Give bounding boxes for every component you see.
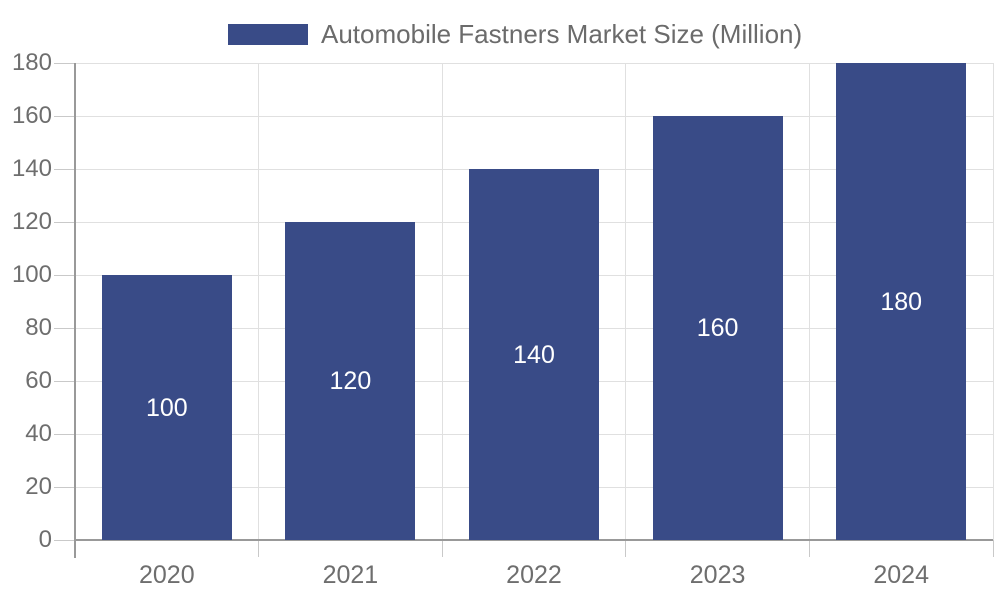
y-axis-tick-label: 120 bbox=[11, 208, 52, 235]
bar-value-label: 100 bbox=[145, 393, 188, 422]
y-axis-tick bbox=[54, 168, 75, 170]
x-axis-tick bbox=[258, 540, 260, 557]
bar-2023[interactable] bbox=[652, 116, 783, 540]
y-axis-tick-label: 160 bbox=[11, 102, 52, 129]
bar-2021[interactable] bbox=[285, 222, 416, 540]
x-axis-tick bbox=[625, 540, 627, 557]
x-axis-tick bbox=[808, 540, 810, 557]
y-axis-tick bbox=[54, 486, 75, 488]
x-axis-tick-label: 2021 bbox=[322, 561, 379, 589]
y-axis-tick-label: 80 bbox=[25, 314, 52, 341]
y-axis-tick-label: 0 bbox=[38, 526, 52, 553]
bar-value-label: 140 bbox=[513, 340, 555, 369]
bar-2022[interactable] bbox=[469, 169, 599, 540]
legend-swatch bbox=[228, 24, 308, 45]
bar-value-label: 180 bbox=[880, 287, 923, 316]
chart-legend[interactable]: Automobile Fastners Market Size (Million… bbox=[228, 19, 802, 50]
y-axis-tick bbox=[54, 433, 75, 435]
gridline-vertical bbox=[441, 63, 443, 540]
gridline-horizontal bbox=[75, 115, 993, 117]
gridline-vertical bbox=[992, 63, 994, 540]
gridline-vertical bbox=[808, 63, 810, 540]
x-axis-tick-label: 2020 bbox=[138, 561, 195, 589]
y-axis-tick-label: 180 bbox=[11, 49, 52, 76]
gridline-horizontal bbox=[75, 62, 993, 64]
x-axis-tick-label: 2022 bbox=[506, 561, 562, 589]
x-axis-line bbox=[75, 539, 993, 541]
bar-value-label: 160 bbox=[696, 314, 739, 342]
gridline-vertical bbox=[625, 63, 627, 540]
y-axis-tick bbox=[54, 62, 75, 64]
y-axis-tick-label: 20 bbox=[25, 473, 52, 500]
x-axis-tick bbox=[992, 540, 994, 557]
y-axis-tick bbox=[54, 539, 75, 541]
x-axis-tick-label: 2024 bbox=[873, 561, 929, 589]
y-axis-tick-label: 140 bbox=[11, 155, 52, 182]
bar-value-label: 120 bbox=[329, 367, 372, 395]
y-axis-line bbox=[73, 63, 76, 558]
gridline-vertical bbox=[258, 63, 260, 540]
bar-2020[interactable] bbox=[101, 275, 232, 540]
legend-label: Automobile Fastners Market Size (Million… bbox=[321, 19, 803, 49]
y-axis-tick bbox=[54, 115, 75, 117]
y-axis-tick bbox=[54, 274, 75, 276]
x-axis-tick-label: 2023 bbox=[689, 561, 746, 589]
y-axis-tick bbox=[54, 221, 75, 223]
y-axis-tick-label: 60 bbox=[25, 367, 52, 394]
y-axis-tick bbox=[54, 380, 75, 382]
bar-2024[interactable] bbox=[836, 63, 967, 540]
x-axis-tick bbox=[441, 540, 443, 557]
y-axis-tick-label: 40 bbox=[25, 420, 52, 447]
y-axis-tick-label: 100 bbox=[11, 261, 52, 288]
y-axis-tick bbox=[54, 327, 75, 329]
